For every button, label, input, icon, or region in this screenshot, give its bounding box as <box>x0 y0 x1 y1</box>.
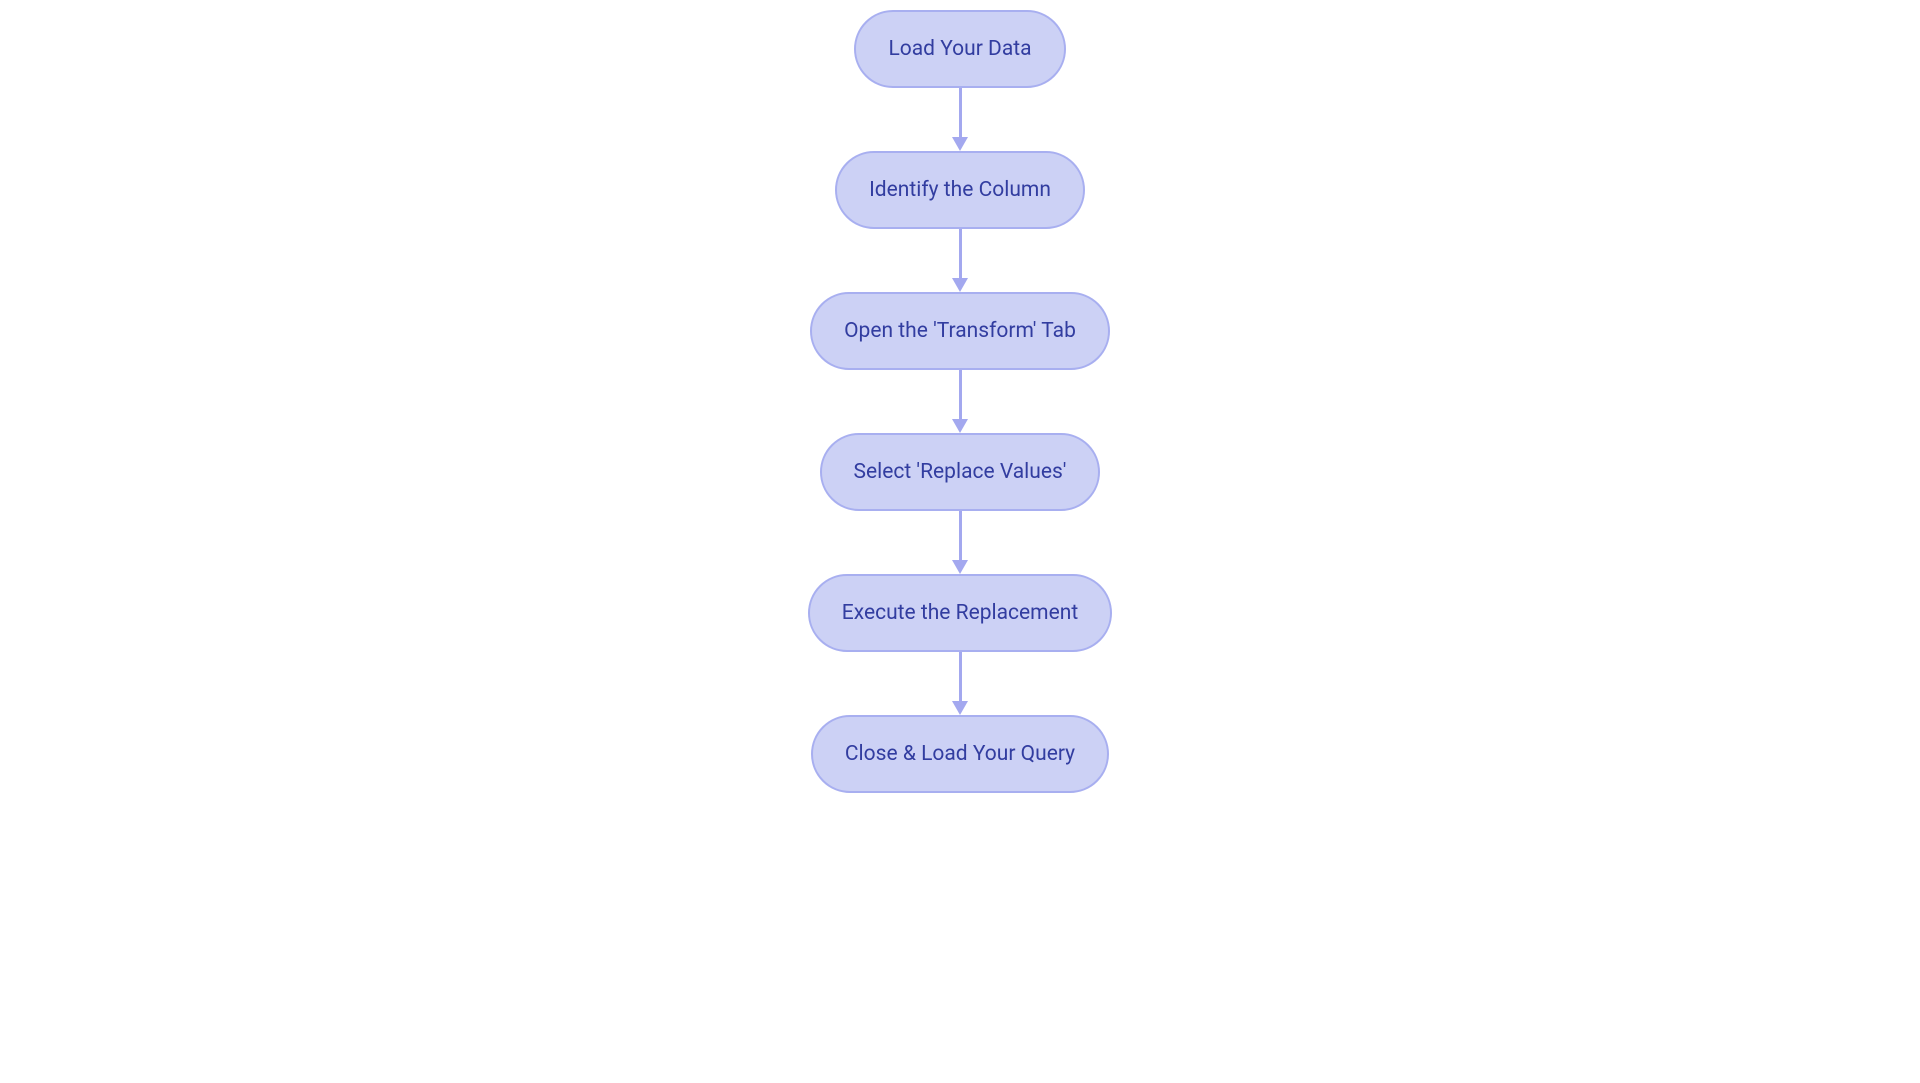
arrow-head-icon <box>952 137 968 151</box>
arrow-line <box>959 88 962 138</box>
arrow-head-icon <box>952 278 968 292</box>
arrow-head-icon <box>952 419 968 433</box>
flowchart-node: Execute the Replacement <box>808 574 1112 652</box>
flowchart-node: Identify the Column <box>835 151 1085 229</box>
flowchart-node-label: Close & Load Your Query <box>845 742 1075 766</box>
flowchart-node: Open the 'Transform' Tab <box>810 292 1110 370</box>
arrow-line <box>959 229 962 279</box>
flowchart-arrow <box>952 511 968 574</box>
flowchart-node-label: Execute the Replacement <box>842 601 1078 625</box>
flowchart-node-label: Open the 'Transform' Tab <box>844 319 1076 343</box>
flowchart-arrow <box>952 370 968 433</box>
flowchart: Load Your Data Identify the Column Open th… <box>760 10 1160 793</box>
flowchart-node-label: Select 'Replace Values' <box>854 460 1067 484</box>
arrow-line <box>959 652 962 702</box>
flowchart-node: Load Your Data <box>854 10 1065 88</box>
flowchart-arrow <box>952 88 968 151</box>
flowchart-node-label: Identify the Column <box>869 178 1051 202</box>
flowchart-node: Close & Load Your Query <box>811 715 1109 793</box>
flowchart-arrow <box>952 229 968 292</box>
arrow-line <box>959 370 962 420</box>
flowchart-arrow <box>952 652 968 715</box>
flowchart-node-label: Load Your Data <box>888 37 1031 61</box>
arrow-line <box>959 511 962 561</box>
flowchart-node: Select 'Replace Values' <box>820 433 1101 511</box>
arrow-head-icon <box>952 701 968 715</box>
arrow-head-icon <box>952 560 968 574</box>
